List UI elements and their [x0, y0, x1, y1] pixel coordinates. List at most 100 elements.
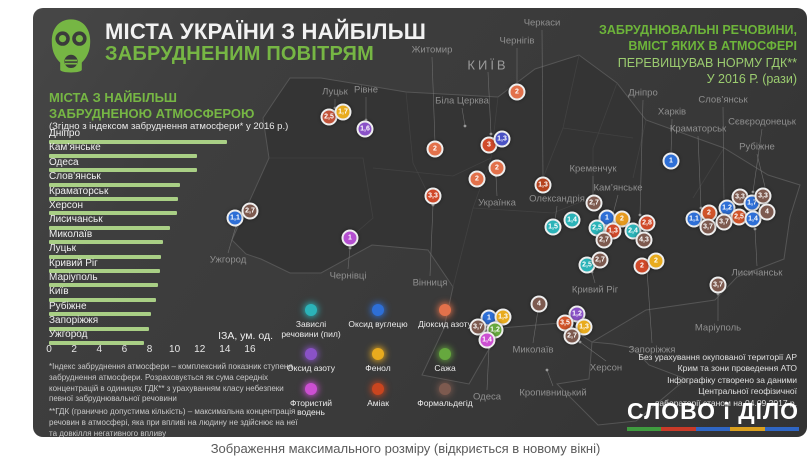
- map-marker: 1,3: [604, 222, 622, 240]
- legend-dot: [372, 304, 384, 316]
- city-label: Одеса: [472, 391, 502, 403]
- chart-title: МІСТА З НАЙБІЛЬШ ЗАБРУДНЕНОЮ АТМОСФЕРОЮ: [49, 90, 254, 121]
- city-label: Житомир: [411, 44, 453, 56]
- bar-row: Слов’янськ: [49, 172, 293, 187]
- legend-item: Оксид азоту: [279, 348, 343, 374]
- bar-city-label: Київ: [49, 286, 69, 298]
- legend-label: Оксид азоту: [287, 363, 335, 374]
- city-label: Кам’янське: [593, 182, 643, 194]
- city-label: Кременчук: [569, 163, 617, 175]
- city-label: Ужгород: [209, 254, 247, 266]
- map-marker: 1,7: [334, 103, 352, 121]
- city-label: Черкаси: [523, 17, 561, 29]
- map-marker: 3,3: [754, 187, 772, 205]
- x-tick: 8: [146, 344, 153, 355]
- map-marker: 1,2: [568, 305, 586, 323]
- map-marker: 3,7: [715, 213, 733, 231]
- bar-row: Рубіжне: [49, 300, 293, 317]
- bar: [49, 225, 170, 230]
- gas-mask-icon: [51, 19, 91, 73]
- bar: [49, 153, 198, 158]
- bar: [49, 326, 150, 331]
- brand-logo-stripes: [627, 427, 799, 431]
- city-label: Вінниця: [412, 277, 448, 289]
- legend-item: Формальдегід: [413, 382, 477, 418]
- pollutant-legend: Завислі речовини (пил) Оксид вуглецю Діокс…: [279, 304, 479, 418]
- map-marker: 2,8: [638, 214, 656, 232]
- brand-logo: СЛОВО і ДІЛО: [627, 398, 799, 431]
- legend-dot: [439, 348, 451, 361]
- logo-stripe: [730, 427, 765, 431]
- map-marker: 1: [341, 229, 359, 247]
- legend-label: Завислі речовини (пил): [281, 319, 341, 339]
- legend-dot: [305, 304, 317, 316]
- bar-row: Миколаїв: [49, 228, 293, 245]
- map-marker: 1,3: [534, 176, 552, 194]
- city-label: Кропивницький: [519, 387, 587, 399]
- image-caption-link[interactable]: Зображення максимального розміру (відкри…: [210, 441, 601, 456]
- bar-row: Луцьк: [49, 244, 293, 259]
- map-marker: 1,1: [685, 210, 703, 228]
- map-marker: 3,7: [469, 318, 487, 336]
- map-marker: 2: [488, 159, 506, 177]
- right-note: ЗАБРУДНЮВАЛЬНІ РЕЧОВИНИ, ВМІСТ ЯКИХ В АТМ…: [599, 22, 797, 87]
- legend-item: Фенол: [346, 348, 410, 374]
- logo-stripe: [661, 427, 696, 431]
- bar-city-label: Херсон: [49, 199, 83, 211]
- x-tick: 16: [244, 344, 256, 355]
- bar-city-label: Рубіжне: [49, 300, 87, 312]
- bar: [49, 197, 179, 202]
- bar-row: Краматорськ: [49, 186, 293, 202]
- map-marker: 3,3: [424, 187, 442, 205]
- text-line: У 2016 Р. (рази): [706, 71, 797, 86]
- crimea-shape: [555, 341, 687, 426]
- map-marker: 2,5: [578, 256, 596, 274]
- city-label: Слов’янськ: [698, 94, 748, 106]
- text-line: ЗАБРУДНЮВАЛЬНІ РЕЧОВИНИ,: [599, 23, 797, 37]
- city-label: КИЇВ: [467, 57, 509, 73]
- legend-dot: [439, 382, 451, 395]
- x-tick: 4: [96, 344, 103, 355]
- city-label: Дніпро: [628, 87, 658, 99]
- map-marker: 1: [662, 152, 680, 170]
- city-label: Рубіжне: [739, 141, 775, 153]
- bar-row: Лисичанськ: [49, 214, 293, 230]
- x-tick: 6: [121, 344, 128, 355]
- legend-dot: [372, 382, 384, 395]
- chart-title-line2: ЗАБРУДНЕНОЮ АТМОСФЕРОЮ: [49, 105, 255, 121]
- bar-city-label: Лисичанськ: [49, 214, 103, 226]
- city-label: Кривий Ріг: [571, 284, 619, 296]
- bar-city-label: Миколаїв: [49, 228, 93, 240]
- city-label: Запоріжжя: [628, 344, 676, 356]
- bar-city-label: Маріуполь: [49, 271, 98, 283]
- city-label: Харків: [657, 106, 687, 118]
- map-marker: 1,6: [356, 120, 374, 138]
- map-marker: 4: [530, 295, 548, 313]
- x-tick: 10: [169, 344, 181, 355]
- bar-city-label: Кам’янське: [49, 142, 101, 154]
- x-axis-ticks: 0 2 4 6 8 10 12 14 16: [46, 344, 269, 356]
- legend-dot: [305, 348, 317, 361]
- bar: [49, 182, 180, 187]
- map-marker: 3,7: [699, 218, 717, 236]
- legend-dot: [305, 382, 317, 395]
- city-label: Миколаїв: [512, 344, 554, 356]
- legend-label: Фтористий водень: [289, 397, 333, 418]
- legend-item: Оксид вуглецю: [346, 304, 410, 339]
- attribution: Без урахування окупованої території АР Кр…: [638, 352, 797, 409]
- logo-stripe: [627, 427, 662, 431]
- x-tick: 0: [46, 344, 52, 355]
- bar: [49, 297, 156, 302]
- bar-row: Дніпро: [49, 128, 293, 144]
- bar-row: Київ: [49, 286, 293, 302]
- bar-chart: Дніпро Кам’янське Одеса Слов’янськ Краматорс…: [49, 129, 293, 345]
- city-label: Херсон: [589, 362, 623, 374]
- bar-city-label: Дніпро: [49, 128, 81, 139]
- legend-item: Фтористий водень: [279, 382, 343, 418]
- text-line: Крим та зони проведення АТО: [677, 363, 797, 374]
- text-line: лабораторії станом на 04.09.2017 р.: [654, 397, 797, 408]
- map-marker: 1,3: [575, 318, 593, 336]
- brand-logo-text: СЛОВО і ДІЛО: [627, 398, 799, 424]
- city-label: Чернігів: [499, 35, 535, 47]
- map-marker: 2: [647, 252, 665, 270]
